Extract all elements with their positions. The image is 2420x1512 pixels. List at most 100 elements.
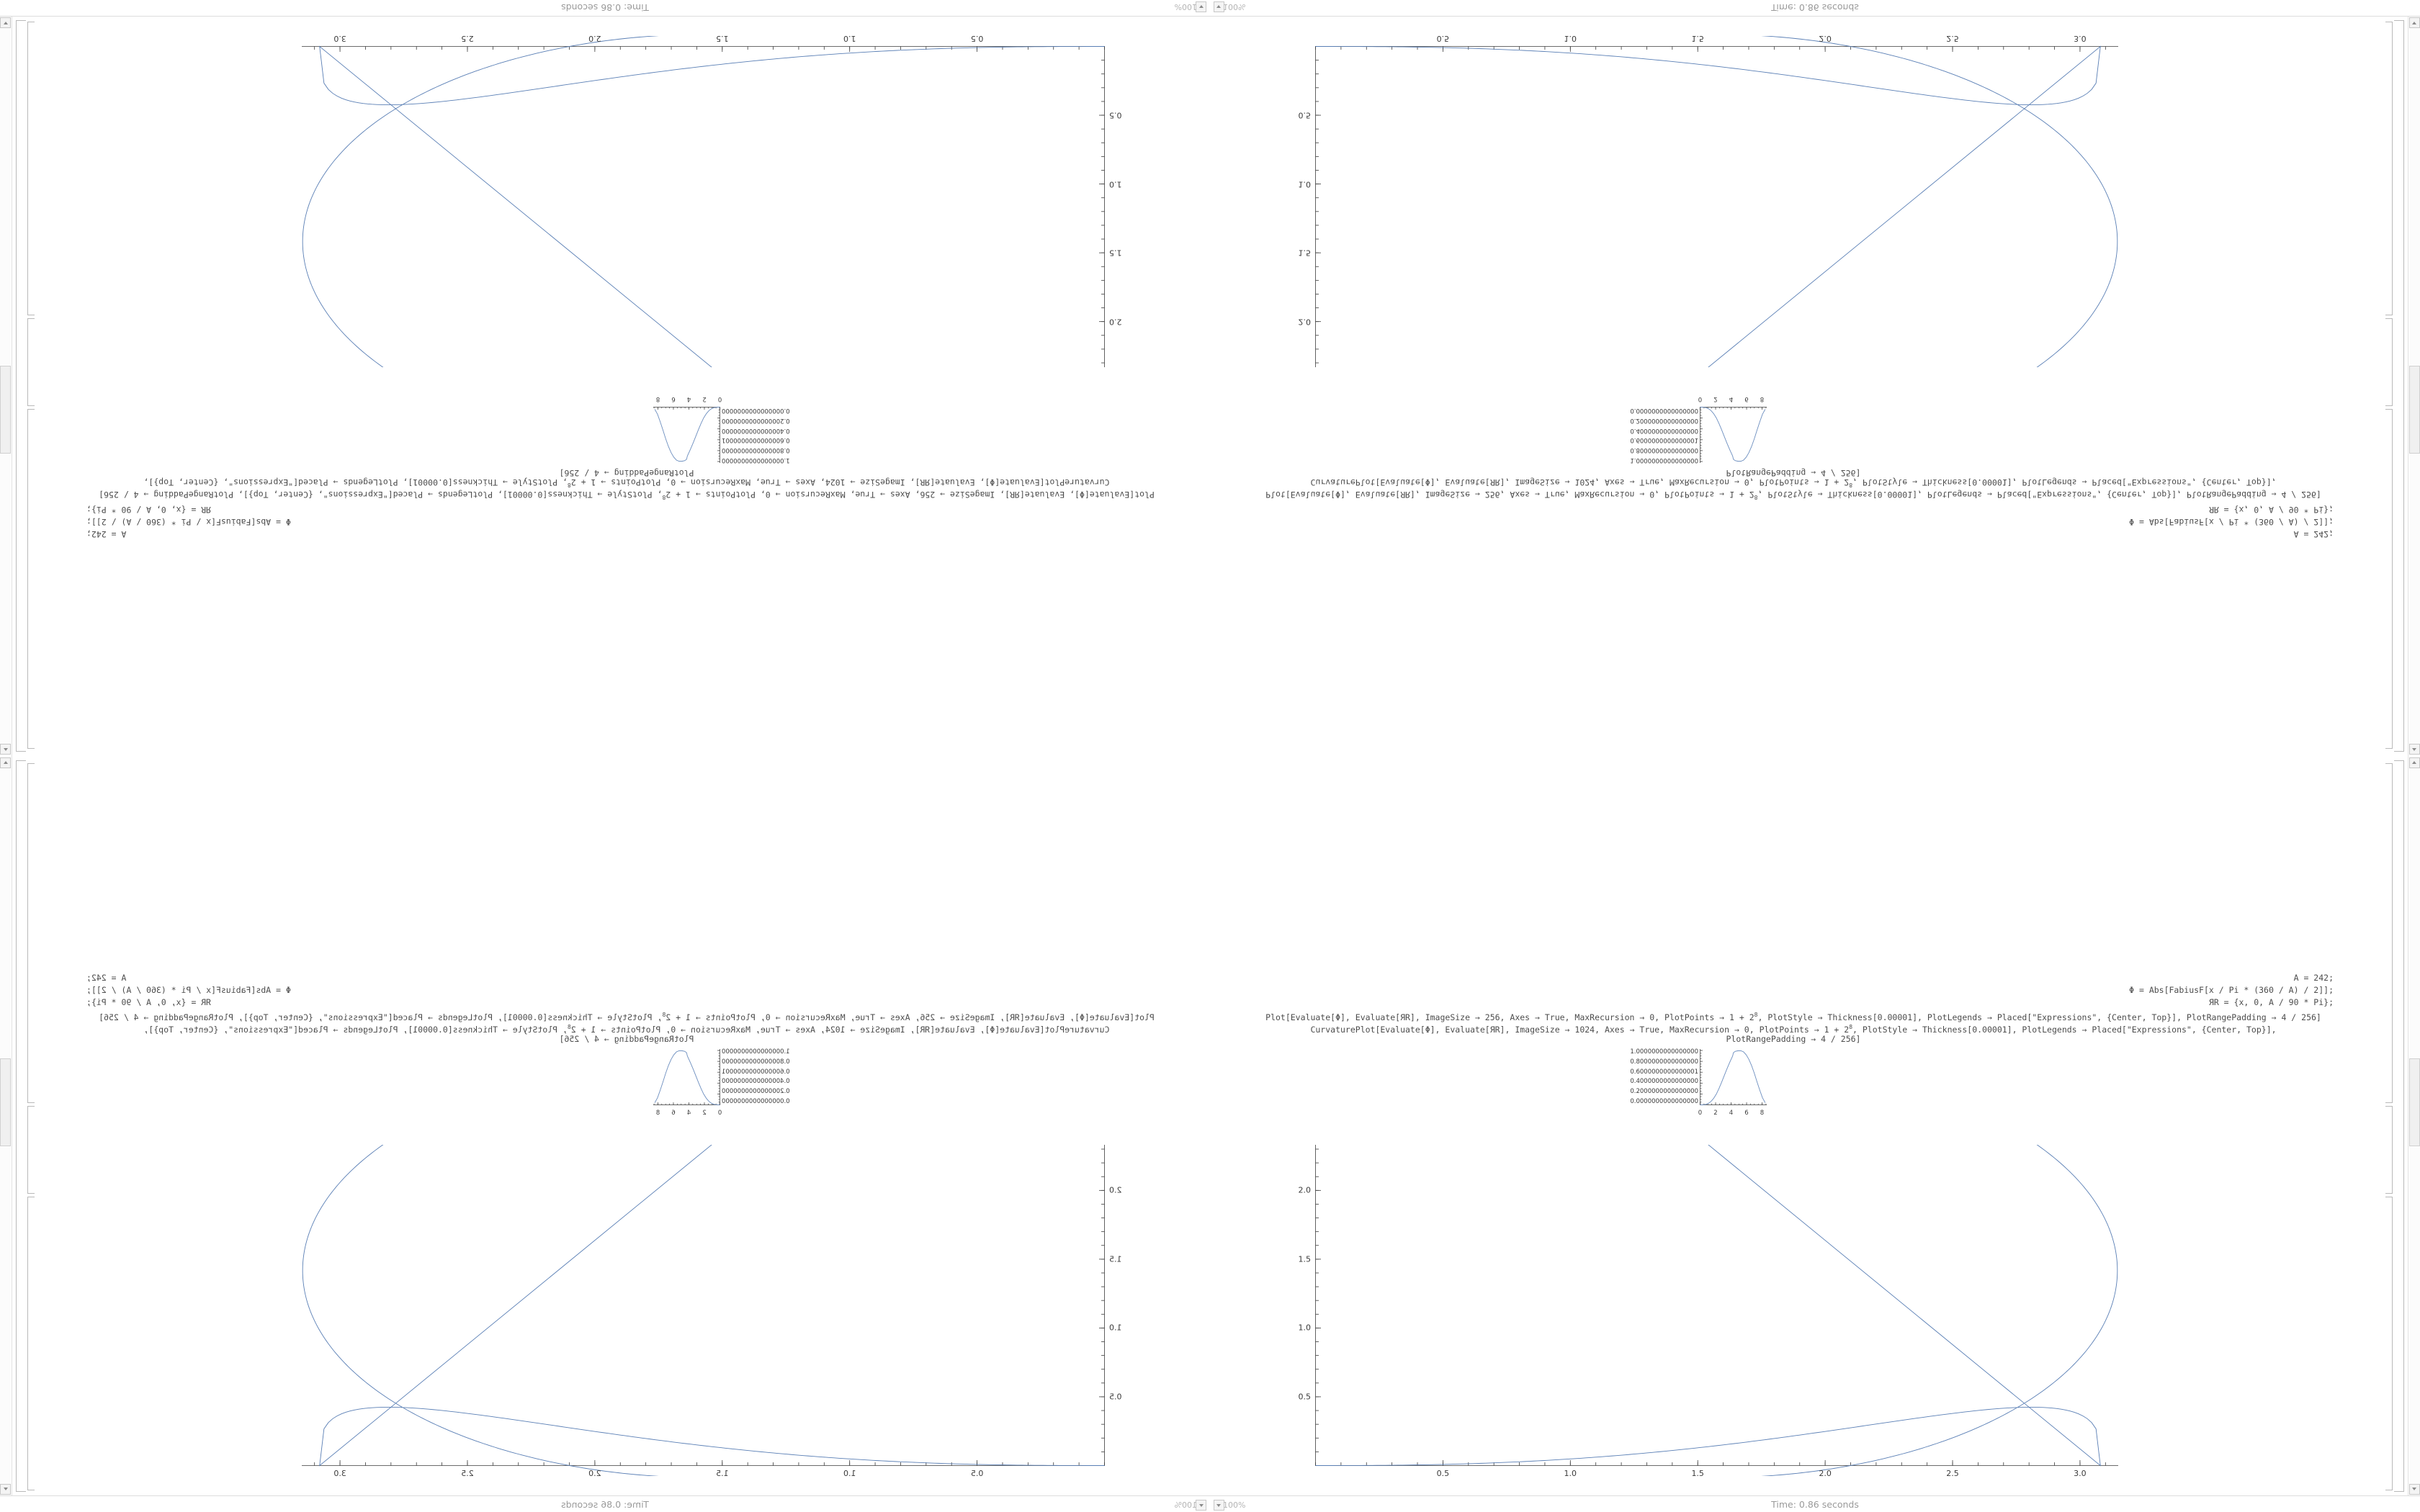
tick-label: 2.0: [1298, 317, 1312, 327]
tick-label: 0.6000000000000001: [722, 1068, 790, 1076]
code-line-1: A = 242;: [2293, 529, 2334, 539]
input-code-cell[interactable]: A = 242; Φ = Abs[FabiusF[x / Pi * (360 /…: [1253, 467, 2334, 540]
cell-bracket-output-2[interactable]: [27, 22, 35, 315]
output-fabius-plot[interactable]: 1.0000000000000000 0.8000000000000000 0.60…: [634, 378, 807, 464]
cell-bracket-input[interactable]: [2385, 409, 2393, 749]
code-line-1: A = 242;: [2293, 973, 2334, 983]
scroll-down-icon[interactable]: [2409, 1484, 2420, 1495]
tick-label: 2.5: [461, 34, 474, 43]
tick-label: 0: [717, 395, 722, 402]
tick-label: 0.5: [970, 1469, 984, 1478]
cell-bracket-output-1[interactable]: [27, 1106, 35, 1194]
fabius-plot-frame: [651, 1049, 720, 1108]
cell-bracket-input[interactable]: [27, 763, 35, 1103]
scroll-down-icon[interactable]: [0, 1484, 11, 1495]
tick-label: 0.5: [970, 34, 984, 43]
output-fabius-plot[interactable]: 1.0000000000000000 0.8000000000000000 0.60…: [1613, 378, 1786, 464]
output-fabius-plot[interactable]: 1.0000000000000000 0.8000000000000000 0.60…: [1613, 1048, 1786, 1134]
tick-label: 0.4000000000000000: [1630, 426, 1698, 434]
cell-bracket-input[interactable]: [27, 409, 35, 749]
tick-label: 0.4000000000000000: [1630, 1078, 1698, 1086]
vertical-scrollbar[interactable]: [0, 16, 12, 756]
output-curvature-plot[interactable]: 0.5 1.0 1.5 2.0 0.5 1.0 1.5 2.0 2.5 3.0: [281, 29, 1145, 367]
tick-label: 2.0: [1819, 1469, 1832, 1478]
tick-label: 0: [1698, 395, 1703, 402]
scroll-up-icon[interactable]: [2409, 757, 2420, 768]
cell-bracket-group[interactable]: [16, 760, 26, 1492]
tick-label: 1.5: [716, 1469, 729, 1478]
input-code-cell[interactable]: A = 242; Φ = Abs[FabiusF[x / Pi * (360 /…: [86, 467, 1167, 540]
scrollbar-thumb[interactable]: [0, 1058, 11, 1146]
tick-label: 4: [1729, 1110, 1734, 1117]
tick-label: 1.0: [1109, 179, 1122, 189]
scrollbar-thumb[interactable]: [2409, 1058, 2420, 1146]
evaluation-time-label: Time: 0.86 seconds: [1771, 2, 1859, 14]
cell-bracket-group[interactable]: [2394, 20, 2404, 752]
tick-label: 2.5: [461, 1469, 474, 1478]
code-line-3: ЯR = {x, 0, A / 90 * Pi};: [2208, 505, 2334, 515]
output-curvature-plot[interactable]: 0.5 1.0 1.5 2.0 0.5 1.0 1.5 2.0 2.5 3.0: [281, 1145, 1145, 1483]
cell-bracket-output-2[interactable]: [2385, 1197, 2393, 1490]
status-bar: 100% Time: 0.86 seconds: [0, 0, 1210, 17]
cell-bracket-output-2[interactable]: [2385, 22, 2393, 315]
scroll-up-icon[interactable]: [2409, 744, 2420, 755]
notebook-body: A = 242; Φ = Abs[FabiusF[x / Pi * (360 /…: [0, 756, 1210, 1512]
zoom-caret-icon[interactable]: [1214, 1500, 1224, 1511]
output-fabius-plot[interactable]: 1.0000000000000000 0.8000000000000000 0.60…: [634, 1048, 807, 1134]
vertical-scrollbar[interactable]: [2408, 16, 2420, 756]
zoom-level-label[interactable]: 100%: [1174, 1500, 1197, 1510]
cell-bracket-output-2[interactable]: [27, 1197, 35, 1490]
curvature-y-tick-labels: 0.5 1.0 1.5 2.0: [1109, 43, 1138, 367]
zoom-level-label[interactable]: 100%: [1223, 2, 1246, 12]
output-curvature-plot[interactable]: 0.5 1.0 1.5 2.0 0.5 1.0 1.5 2.0 2.5 3.0: [1275, 1145, 2139, 1483]
tick-label: 8: [655, 1110, 660, 1117]
tick-label: 0.6000000000000001: [1630, 436, 1698, 444]
notebook-body: A = 242; Φ = Abs[FabiusF[x / Pi * (360 /…: [1210, 0, 2420, 756]
vertical-scrollbar[interactable]: [2408, 756, 2420, 1496]
input-code-cell[interactable]: A = 242; Φ = Abs[FabiusF[x / Pi * (360 /…: [86, 972, 1167, 1045]
tick-label: 1.0: [1298, 1323, 1312, 1333]
tick-label: 4: [1729, 395, 1734, 402]
cell-bracket-group[interactable]: [2394, 760, 2404, 1492]
tick-label: 8: [655, 395, 660, 402]
scrollbar-thumb[interactable]: [0, 366, 11, 454]
tick-label: 0.8000000000000000: [722, 446, 790, 454]
scroll-up-icon[interactable]: [0, 757, 11, 768]
cell-bracket-output-1[interactable]: [2385, 1106, 2393, 1194]
tick-label: 1.0: [1564, 34, 1577, 43]
curvature-x-tick-labels: 0.5 1.0 1.5 2.0 2.5 3.0: [269, 33, 1105, 43]
tick-label: 3.0: [2074, 1469, 2087, 1478]
zoom-level-label[interactable]: 100%: [1223, 1500, 1246, 1510]
cell-bracket-output-1[interactable]: [27, 318, 35, 406]
zoom-caret-icon[interactable]: [1196, 1, 1206, 12]
scroll-up-icon[interactable]: [0, 744, 11, 755]
notebook-body: A = 242; Φ = Abs[FabiusF[x / Pi * (360 /…: [0, 0, 1210, 756]
zoom-level-label[interactable]: 100%: [1174, 2, 1197, 12]
tick-label: 1.0000000000000000: [722, 456, 790, 464]
fabius-y-tick-labels: 1.0000000000000000 0.8000000000000000 0.60…: [1613, 405, 1698, 464]
tick-label: 1.0: [1298, 179, 1312, 189]
evaluation-time-label: Time: 0.86 seconds: [1771, 1498, 1859, 1510]
zoom-caret-icon[interactable]: [1196, 1500, 1206, 1511]
code-line-4: Plot[Evaluate[Φ], Evaluate[ЯR], ImageSiz…: [99, 1012, 1155, 1022]
cell-bracket-input[interactable]: [2385, 763, 2393, 1103]
cell-bracket-group[interactable]: [16, 20, 26, 752]
curvature-y-tick-labels: 0.5 1.0 1.5 2.0: [1109, 1145, 1138, 1469]
output-curvature-plot[interactable]: 0.5 1.0 1.5 2.0 0.5 1.0 1.5 2.0 2.5 3.0: [1275, 29, 2139, 367]
code-line-5: CurvaturePlot[Evaluate[Φ], Evaluate[ЯR],…: [143, 477, 1110, 488]
scroll-down-icon[interactable]: [2409, 17, 2420, 28]
vertical-scrollbar[interactable]: [0, 756, 12, 1496]
tick-label: 1.5: [1298, 1254, 1312, 1264]
quadrant-top-right: A = 242; Φ = Abs[FabiusF[x / Pi * (360 /…: [1210, 0, 2420, 756]
quadrant-bottom-right: A = 242; Φ = Abs[FabiusF[x / Pi * (360 /…: [1210, 756, 2420, 1512]
scrollbar-thumb[interactable]: [2409, 366, 2420, 454]
scroll-down-icon[interactable]: [0, 17, 11, 28]
curvature-y-tick-labels: 0.5 1.0 1.5 2.0: [1282, 1145, 1312, 1469]
cell-bracket-output-1[interactable]: [2385, 318, 2393, 406]
evaluation-time-label: Time: 0.86 seconds: [561, 2, 649, 14]
tick-label: 2: [1713, 1110, 1718, 1117]
tick-label: 8: [1760, 395, 1765, 402]
tick-label: 2.0: [1109, 1185, 1122, 1195]
input-code-cell[interactable]: A = 242; Φ = Abs[FabiusF[x / Pi * (360 /…: [1253, 972, 2334, 1045]
